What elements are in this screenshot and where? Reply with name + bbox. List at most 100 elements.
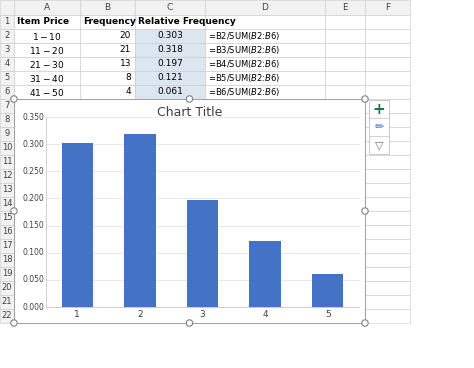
Bar [135, 225, 205, 239]
Bar [135, 43, 205, 57]
Text: 3: 3 [200, 310, 205, 319]
Text: $41 - $50: $41 - $50 [29, 86, 64, 98]
Bar [325, 253, 365, 267]
Text: $31 - $40: $31 - $40 [29, 72, 64, 84]
Circle shape [11, 320, 17, 326]
Circle shape [362, 208, 368, 214]
Text: 0.300: 0.300 [22, 139, 44, 149]
Bar [365, 113, 410, 127]
Text: A: A [44, 3, 50, 12]
Text: $11 - $20: $11 - $20 [29, 45, 64, 56]
Bar [325, 239, 365, 253]
Bar [135, 281, 205, 295]
Text: Item Price: Item Price [17, 18, 69, 26]
Bar [135, 197, 205, 211]
Circle shape [11, 208, 17, 214]
Text: $21 - $30: $21 - $30 [29, 59, 64, 70]
Circle shape [186, 320, 193, 326]
Bar [325, 29, 365, 43]
Text: $1 - $10: $1 - $10 [32, 31, 62, 42]
Bar [0, 127, 14, 141]
Text: 0.100: 0.100 [22, 248, 44, 257]
Text: 5: 5 [4, 74, 9, 82]
Bar [0, 71, 14, 85]
Text: 17: 17 [2, 241, 12, 251]
Bar [365, 57, 410, 71]
Bar [325, 71, 365, 85]
Text: D: D [262, 3, 268, 12]
Text: 13: 13 [2, 185, 12, 195]
Text: 20: 20 [119, 32, 131, 40]
Bar [80, 253, 135, 267]
Bar [205, 267, 325, 281]
Bar [14, 43, 80, 57]
Text: =B6/SUM($B$2:$B$6): =B6/SUM($B$2:$B$6) [208, 86, 280, 98]
Bar [365, 15, 410, 29]
Bar [205, 211, 325, 225]
Bar [135, 295, 205, 309]
Bar [0, 141, 14, 155]
Bar [0, 29, 14, 43]
Bar [365, 169, 410, 183]
Bar [80, 211, 135, 225]
Bar [205, 225, 325, 239]
Bar [80, 295, 135, 309]
Bar [0, 99, 14, 113]
Bar [205, 99, 325, 113]
Bar [325, 309, 365, 323]
Bar [80, 71, 135, 85]
Bar [14, 239, 80, 253]
Bar [14, 183, 80, 197]
Text: +: + [373, 102, 385, 117]
Text: 3: 3 [4, 46, 9, 54]
Bar [365, 71, 410, 85]
Text: =B2/SUM($B$2:$B$6): =B2/SUM($B$2:$B$6) [208, 30, 280, 42]
Text: 21: 21 [119, 46, 131, 54]
Bar [80, 99, 135, 113]
Bar [365, 99, 410, 113]
Text: C: C [167, 3, 173, 12]
Bar [365, 197, 410, 211]
Bar [205, 43, 325, 57]
Bar [325, 99, 365, 113]
Bar [365, 85, 410, 99]
Bar [135, 253, 205, 267]
Bar [80, 29, 135, 43]
Text: 9: 9 [4, 130, 9, 138]
Bar [80, 141, 135, 155]
Bar [135, 169, 205, 183]
Text: 8: 8 [4, 116, 9, 124]
Bar [14, 0, 80, 15]
Bar [80, 127, 135, 141]
Text: Frequency: Frequency [83, 18, 136, 26]
Bar [365, 239, 410, 253]
Circle shape [362, 96, 368, 102]
Text: 0.250: 0.250 [22, 167, 44, 176]
Bar [0, 211, 14, 225]
Bar [325, 127, 365, 141]
Bar [135, 29, 205, 43]
Bar [187, 200, 218, 307]
Bar [205, 155, 325, 169]
Bar [0, 267, 14, 281]
Bar [205, 239, 325, 253]
Bar [14, 113, 80, 127]
Bar [0, 0, 14, 15]
Bar [0, 239, 14, 253]
Bar [0, 183, 14, 197]
Text: 6: 6 [4, 88, 9, 96]
Text: 11: 11 [2, 158, 12, 166]
Bar [14, 225, 80, 239]
Bar [325, 197, 365, 211]
Bar [14, 29, 80, 43]
Bar [249, 241, 281, 307]
Text: 4: 4 [4, 60, 9, 68]
Text: 4: 4 [126, 88, 131, 96]
Bar [205, 253, 325, 267]
Bar [205, 127, 325, 141]
Bar [0, 225, 14, 239]
Bar [80, 239, 135, 253]
Bar [135, 239, 205, 253]
Bar [14, 71, 80, 85]
Bar [325, 155, 365, 169]
